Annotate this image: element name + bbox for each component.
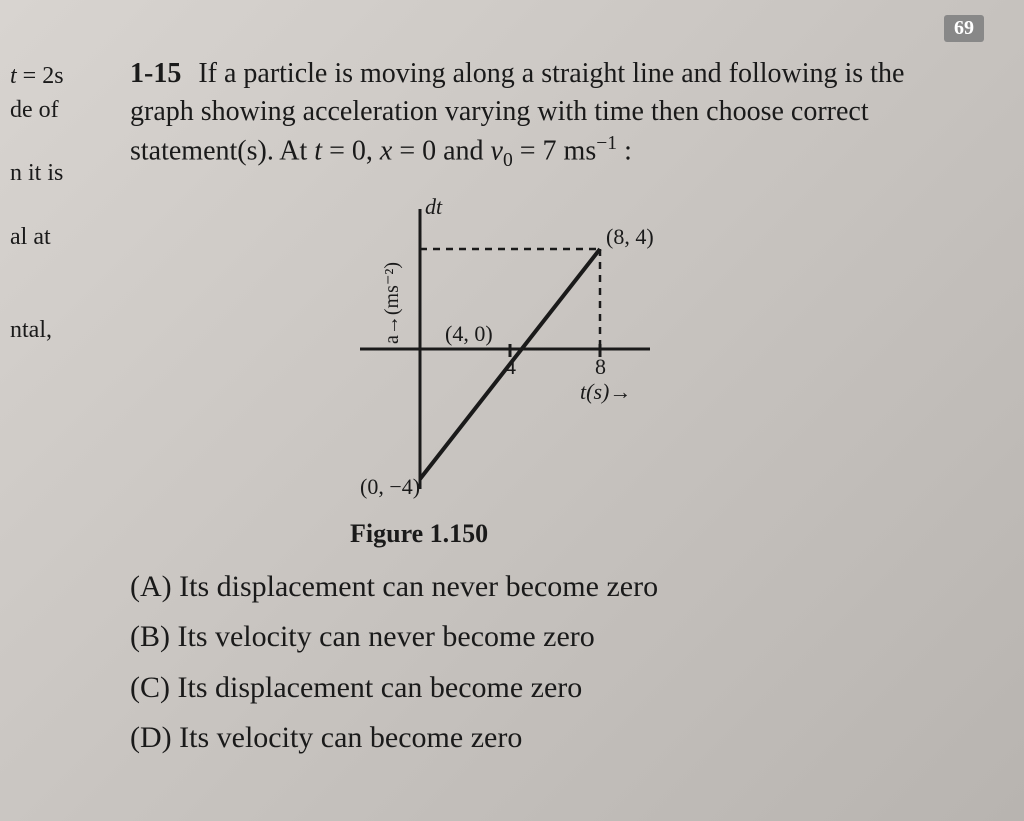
page-number: 69 bbox=[944, 15, 984, 42]
left-margin-text: t = 2s de of n it is al at ntal, bbox=[10, 60, 64, 378]
margin-line4: al at bbox=[10, 221, 64, 255]
margin-t-var: t bbox=[10, 63, 17, 89]
options-list: (A) Its displacement can never become ze… bbox=[130, 564, 994, 762]
eq-colon: : bbox=[617, 135, 632, 166]
y-side-label: a→(ms⁻²) bbox=[381, 262, 403, 344]
figure: dt a→(ms⁻²) (8, 4) (4, 0) (0, −4) 4 8 t(… bbox=[330, 189, 690, 509]
tick-label-4: 4 bbox=[505, 354, 516, 379]
margin-line5: ntal, bbox=[10, 314, 64, 348]
figure-caption: Figure 1.150 bbox=[350, 519, 994, 549]
margin-line3: n it is bbox=[10, 157, 64, 191]
eq-x-rest: = 0 and bbox=[392, 135, 490, 166]
option-b: (B) Its velocity can never become zero bbox=[130, 614, 994, 661]
eq-v: v bbox=[491, 135, 503, 166]
margin-t-eq: = 2s bbox=[17, 63, 64, 89]
eq-v-sub: 0 bbox=[503, 150, 513, 171]
margin-line2: de of bbox=[10, 97, 59, 123]
option-a: (A) Its displacement can never become ze… bbox=[130, 564, 994, 611]
eq-v-sup: −1 bbox=[596, 133, 617, 154]
point-8-4: (8, 4) bbox=[606, 224, 654, 249]
question-text: 1-15 If a particle is moving along a str… bbox=[130, 55, 960, 174]
y-top-label: dt bbox=[425, 194, 443, 219]
point-0-m4: (0, −4) bbox=[360, 474, 420, 499]
question-number: 1-15 bbox=[130, 55, 181, 93]
eq-v-rest: = 7 ms bbox=[513, 135, 596, 166]
option-d: (D) Its velocity can become zero bbox=[130, 715, 994, 762]
eq-x: x bbox=[380, 135, 392, 166]
acceleration-time-graph: dt a→(ms⁻²) (8, 4) (4, 0) (0, −4) 4 8 t(… bbox=[330, 189, 690, 509]
question-block: 1-15 If a particle is moving along a str… bbox=[130, 55, 960, 174]
x-axis-label: t(s)→ bbox=[580, 379, 631, 404]
eq-t: t bbox=[314, 135, 322, 166]
eq-t-rest: = 0, bbox=[322, 135, 380, 166]
point-4-0: (4, 0) bbox=[445, 321, 493, 346]
option-c: (C) Its displacement can become zero bbox=[130, 665, 994, 712]
tick-label-8: 8 bbox=[595, 354, 606, 379]
